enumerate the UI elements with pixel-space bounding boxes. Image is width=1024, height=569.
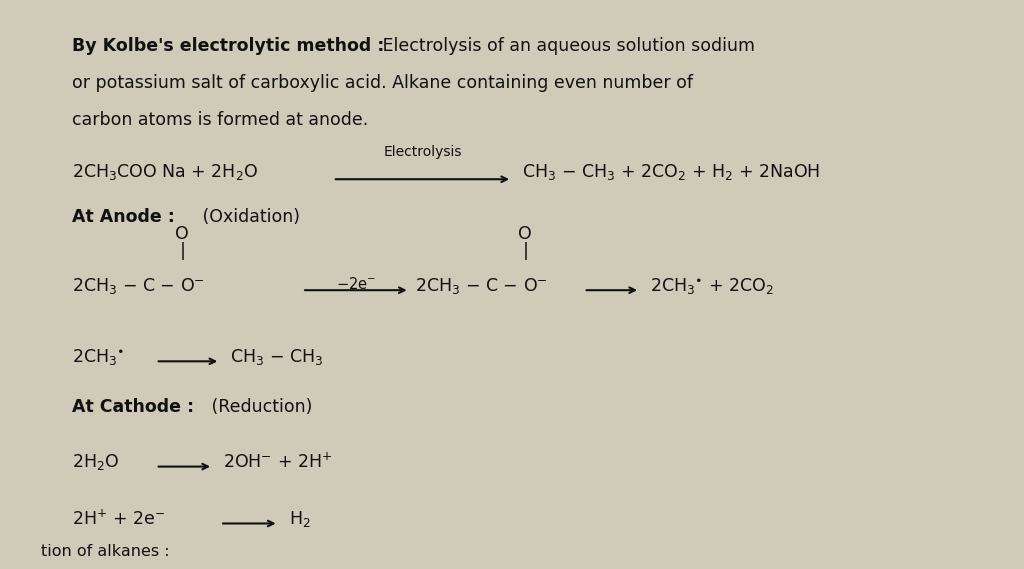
Text: tion of alkanes :: tion of alkanes : — [41, 544, 170, 559]
Text: 2CH$_3$$^{\bullet}$: 2CH$_3$$^{\bullet}$ — [72, 347, 124, 367]
Text: (Reduction): (Reduction) — [206, 398, 312, 417]
Text: CH$_3$ $-$ CH$_3$: CH$_3$ $-$ CH$_3$ — [230, 347, 324, 367]
Text: CH$_3$ $-$ CH$_3$ + 2CO$_2$ + H$_2$ + 2NaOH: CH$_3$ $-$ CH$_3$ + 2CO$_2$ + H$_2$ + 2N… — [522, 162, 820, 182]
Text: carbon atoms is formed at anode.: carbon atoms is formed at anode. — [72, 111, 368, 129]
Text: 2CH$_3$ $-$ C $-$ O$^{-}$: 2CH$_3$ $-$ C $-$ O$^{-}$ — [72, 276, 205, 296]
Text: |: | — [179, 242, 185, 260]
Text: 2CH$_3$ $-$ C $-$ O$^{-}$: 2CH$_3$ $-$ C $-$ O$^{-}$ — [415, 276, 548, 296]
Text: O: O — [175, 225, 189, 243]
Text: Electrolysis of an aqueous solution sodium: Electrolysis of an aqueous solution sodi… — [377, 37, 755, 55]
Text: At Cathode :: At Cathode : — [72, 398, 194, 417]
Text: 2H$_2$O: 2H$_2$O — [72, 452, 119, 472]
Text: At Anode :: At Anode : — [72, 208, 174, 226]
Text: 2CH$_3$COO Na + 2H$_2$O: 2CH$_3$COO Na + 2H$_2$O — [72, 162, 258, 182]
Text: O: O — [518, 225, 532, 243]
Text: Electrolysis: Electrolysis — [383, 145, 462, 159]
Text: 2CH$_3$$^{\bullet}$ + 2CO$_2$: 2CH$_3$$^{\bullet}$ + 2CO$_2$ — [650, 276, 774, 296]
Text: 2H$^{+}$ + 2e$^{-}$: 2H$^{+}$ + 2e$^{-}$ — [72, 509, 165, 529]
Text: (Oxidation): (Oxidation) — [197, 208, 300, 226]
Text: H$_2$: H$_2$ — [289, 509, 310, 529]
Text: 2OH$^{-}$ + 2H$^{+}$: 2OH$^{-}$ + 2H$^{+}$ — [223, 452, 333, 472]
Text: $-$2e$^{-}$: $-$2e$^{-}$ — [336, 276, 376, 292]
Text: or potassium salt of carboxylic acid. Alkane containing even number of: or potassium salt of carboxylic acid. Al… — [72, 74, 692, 92]
Text: By Kolbe's electrolytic method :: By Kolbe's electrolytic method : — [72, 37, 384, 55]
Text: |: | — [522, 242, 528, 260]
